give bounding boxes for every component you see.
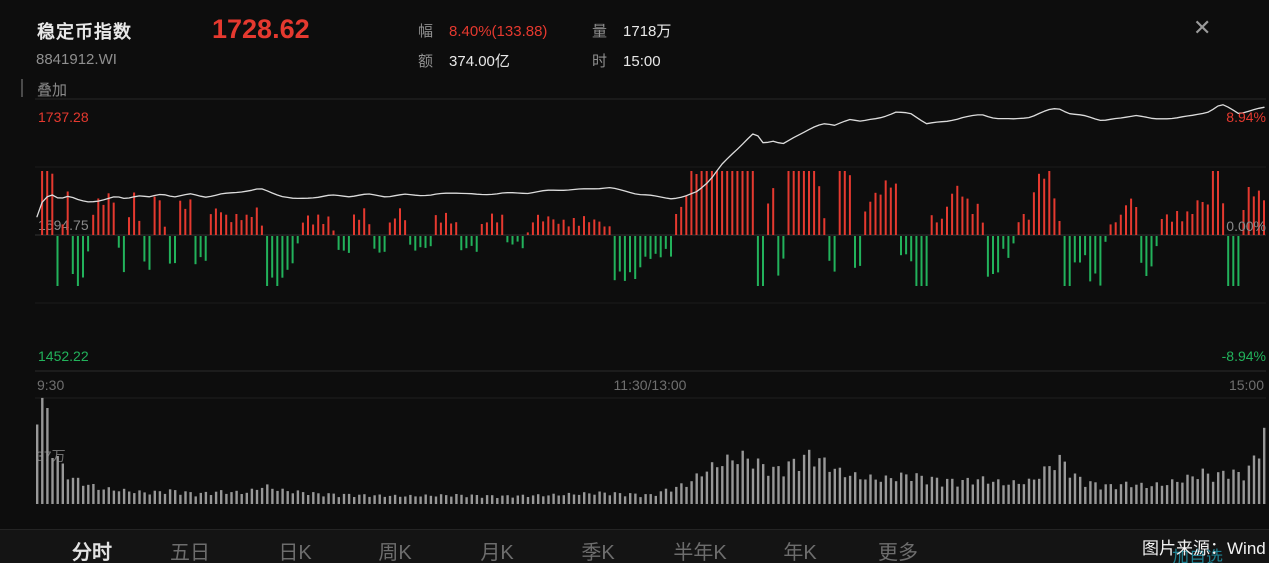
overlay-button[interactable]: 叠加 [37,82,68,99]
tab-月K[interactable]: 月K [480,542,514,563]
field-label: 时 [592,53,608,70]
field-label: 幅 [418,23,434,40]
time-label-open: 9:30 [37,377,65,393]
field-label: 量 [592,23,608,40]
time-label-close: 15:00 [1228,377,1264,393]
field-value: 374.00亿 [449,53,510,70]
tab-季K[interactable]: 季K [581,542,615,563]
time-label-midday: 11:30/13:00 [613,377,687,393]
axis-label-low-price: 1452.22 [38,348,89,364]
minute-change-bars [41,171,1265,286]
axis-label-zero-pct: 0.00% [1226,218,1266,234]
overlay-tick [21,79,23,97]
quote-field-time: 时 15:00 [592,50,661,71]
tab-分时[interactable]: 分时 [72,542,112,563]
close-icon[interactable]: ✕ [1193,15,1212,40]
instrument-name: 稳定币指数 [37,22,132,42]
field-value: 8.40%(133.88) [449,23,548,40]
image-source-watermark: 图片来源：Wind [1142,539,1266,558]
tab-五日[interactable]: 五日 [170,542,210,563]
field-label: 额 [418,53,434,70]
instrument-code: 8841912.WI [36,51,117,68]
tab-半年K[interactable]: 半年K [673,542,727,563]
field-value: 1718万 [623,23,672,40]
quote-field-volume: 量 1718万 [592,20,671,41]
price-line-series [36,104,1265,218]
period-tabbar: 分时 五日 日K 周K 月K 季K 半年K 年K 更多 [0,529,1269,563]
volume-series [36,397,1266,504]
tab-周K[interactable]: 周K [378,542,412,563]
quote-field-turnover: 额 374.00亿 [418,50,510,71]
field-value: 15:00 [623,53,661,70]
add-watchlist-button[interactable]: 加自选 [1172,548,1223,563]
tab-日K[interactable]: 日K [278,542,312,563]
quote-field-change: 幅 8.40%(133.88) [418,20,547,41]
tab-更多[interactable]: 更多 [878,542,918,563]
axis-label-low-pct: -8.94% [1221,348,1266,364]
axis-label-high-pct: 8.94% [1226,109,1266,125]
tab-年K[interactable]: 年K [783,542,817,563]
axis-label-high-price: 1737.28 [38,109,89,125]
last-price: 1728.62 [212,14,310,44]
